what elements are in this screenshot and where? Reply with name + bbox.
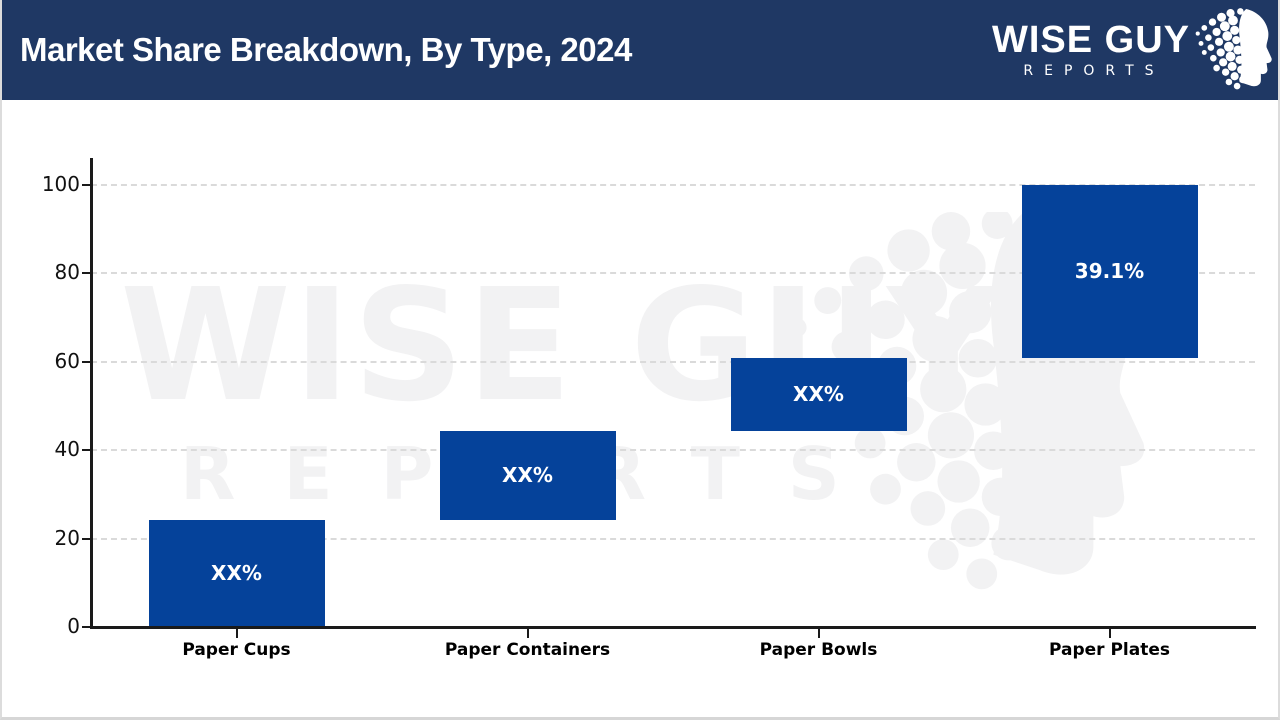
gridline-100 bbox=[91, 184, 1255, 186]
x-axis-tick-mark bbox=[235, 629, 238, 638]
x-axis-category-label: Paper Containers bbox=[444, 640, 611, 660]
y-axis-tick-mark bbox=[82, 360, 91, 363]
y-axis-tick-label: 60 bbox=[54, 348, 80, 373]
y-axis-tick-mark bbox=[82, 449, 91, 452]
logo-face-dots-icon bbox=[1195, 8, 1272, 90]
wise-guy-logo: WISE GUY REPORTS bbox=[992, 7, 1274, 93]
gridline-80 bbox=[91, 272, 1255, 275]
header-banner: Market Share Breakdown, By Type, 2024 WI… bbox=[2, 0, 1278, 100]
x-axis-category-label: Paper Bowls bbox=[759, 640, 878, 660]
bar-paper-containers: XX% bbox=[439, 431, 616, 520]
y-axis-tick-mark bbox=[82, 626, 91, 628]
gridline-60 bbox=[91, 360, 1255, 363]
y-axis-line bbox=[90, 158, 93, 629]
bar-value-label: XX% bbox=[211, 561, 262, 586]
x-axis-category-label: Paper Cups bbox=[182, 640, 291, 660]
logo-subtitle: REPORTS bbox=[1023, 62, 1165, 79]
bar-paper-plates: 39.1% bbox=[1021, 185, 1198, 358]
bar-value-label: XX% bbox=[502, 463, 553, 488]
x-axis-tick-mark bbox=[817, 629, 820, 638]
y-axis-tick-label: 0 bbox=[67, 614, 80, 638]
bar-value-label: XX% bbox=[793, 382, 844, 407]
page-title: Market Share Breakdown, By Type, 2024 bbox=[20, 31, 632, 68]
gridline-40 bbox=[91, 449, 1255, 452]
bar-paper-cups: XX% bbox=[148, 519, 325, 627]
x-axis-tick-mark bbox=[1108, 629, 1111, 638]
x-axis-category-label: Paper Plates bbox=[1048, 640, 1170, 660]
gridline-20 bbox=[91, 537, 1255, 540]
y-axis-tick-mark bbox=[82, 184, 91, 186]
y-axis-tick-label: 40 bbox=[54, 437, 80, 462]
y-axis-tick-label: 20 bbox=[54, 525, 80, 550]
y-axis-tick-mark bbox=[82, 537, 91, 540]
bar-value-label: 39.1% bbox=[1074, 259, 1145, 284]
y-axis-tick-label: 100 bbox=[41, 172, 80, 196]
x-axis-line bbox=[90, 626, 1256, 629]
logo-wordmark: WISE GUY bbox=[991, 19, 1190, 62]
x-axis-tick-mark bbox=[526, 629, 529, 638]
bar-paper-bowls: XX% bbox=[730, 357, 907, 432]
y-axis-tick-mark bbox=[82, 272, 91, 275]
logo-text: WISE GUY REPORTS bbox=[991, 19, 1190, 79]
y-axis-tick-label: 80 bbox=[54, 260, 80, 285]
